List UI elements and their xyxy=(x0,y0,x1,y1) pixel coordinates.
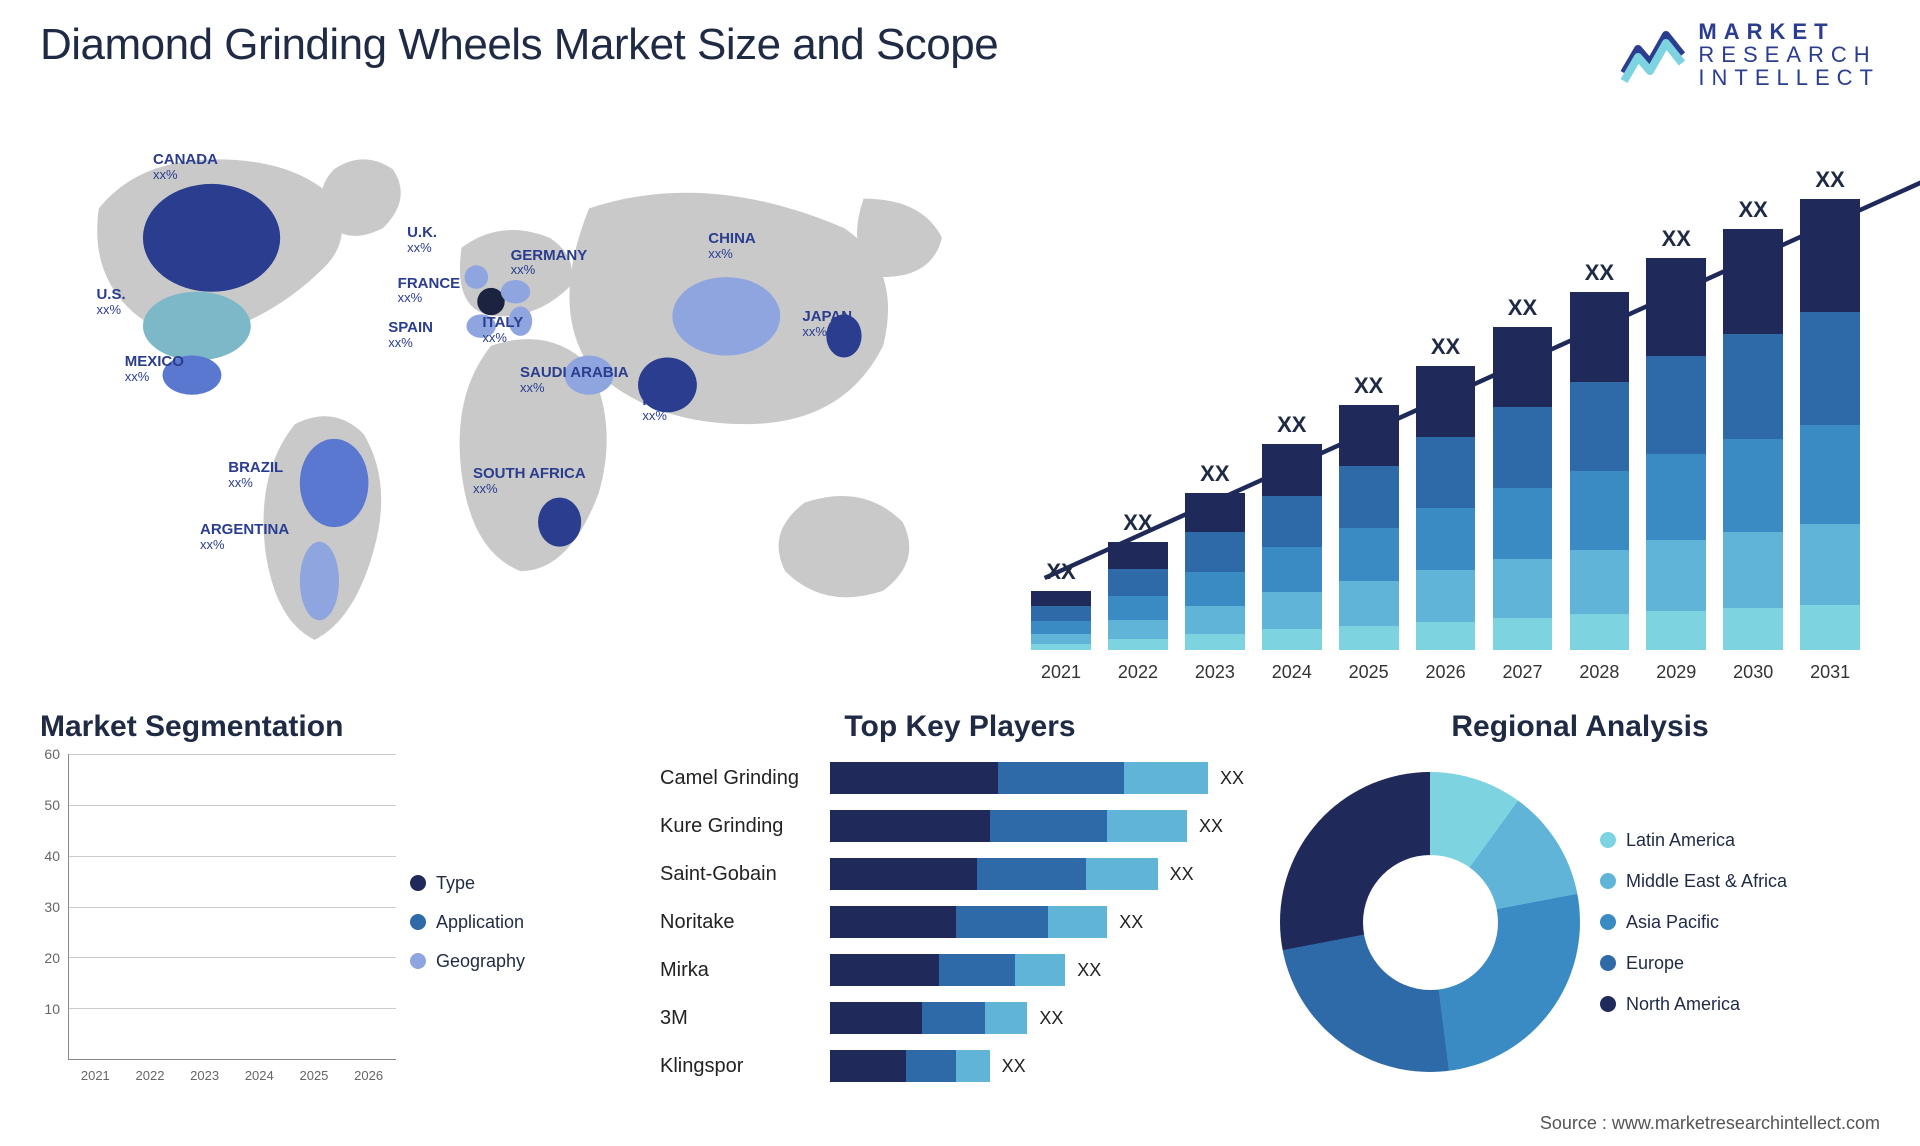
seg-legend-type: Type xyxy=(410,873,640,894)
key-players-labels: Camel Grinding Kure Grinding Saint-Gobain N… xyxy=(660,754,830,1090)
market-size-chart: XXXXXXXXXXXXXXXXXXXXXX 20212022202320242… xyxy=(1011,130,1880,690)
kp-label: Camel Grinding xyxy=(660,767,830,790)
map-label-spain: SPAINxx% xyxy=(388,320,433,349)
key-players-bars: XX XX XX XX XX XX XX xyxy=(830,754,1260,1090)
page-title: Diamond Grinding Wheels Market Size and … xyxy=(40,20,998,70)
market-bar-2028: XX xyxy=(1570,160,1630,650)
kp-bar: XX xyxy=(830,810,1250,842)
region-legend-item: Europe xyxy=(1600,953,1880,974)
region-legend-item: Latin America xyxy=(1600,830,1880,851)
segmentation-title: Market Segmentation xyxy=(40,710,640,744)
market-bar-2026: XX xyxy=(1416,160,1476,650)
map-label-argentina: ARGENTINAxx% xyxy=(200,522,289,551)
key-players-title: Top Key Players xyxy=(660,710,1260,744)
map-label-germany: GERMANYxx% xyxy=(511,248,588,277)
kp-bar: XX xyxy=(830,906,1250,938)
map-label-uk: U.K.xx% xyxy=(407,225,437,254)
seg-legend-application: Application xyxy=(410,912,640,933)
logo-line3: INTELLECT xyxy=(1698,66,1880,89)
world-map-svg xyxy=(40,130,981,679)
map-label-canada: CANADAxx% xyxy=(153,152,218,181)
map-label-france: FRANCExx% xyxy=(398,276,461,305)
row-bottom: Market Segmentation 102030405060 2021202… xyxy=(40,710,1880,1090)
map-label-mexico: MEXICOxx% xyxy=(125,354,184,383)
regional-legend: Latin America Middle East & Africa Asia Pa… xyxy=(1580,830,1880,1015)
map-label-japan: JAPANxx% xyxy=(802,309,852,338)
regional-donut xyxy=(1280,772,1580,1072)
kp-bar: XX xyxy=(830,954,1250,986)
market-bar-2024: XX xyxy=(1262,160,1322,650)
logo-line1: MARKET xyxy=(1698,20,1880,43)
kp-label: Mirka xyxy=(660,959,830,982)
market-bar-2022: XX xyxy=(1108,160,1168,650)
regional-panel: Regional Analysis Latin America Middle Ea… xyxy=(1280,710,1880,1090)
region-legend-item: Asia Pacific xyxy=(1600,912,1880,933)
map-label-italy: ITALYxx% xyxy=(482,315,523,344)
kp-label: Klingspor xyxy=(660,1055,830,1078)
map-label-us: U.S.xx% xyxy=(96,287,125,316)
market-bar-2030: XX xyxy=(1723,160,1783,650)
kp-label: Kure Grinding xyxy=(660,815,830,838)
kp-bar: XX xyxy=(830,1002,1250,1034)
market-bar-2025: XX xyxy=(1339,160,1399,650)
kp-label: Saint-Gobain xyxy=(660,863,830,886)
world-map: CANADAxx% U.S.xx% MEXICOxx% BRAZILxx% ARGENT… xyxy=(40,130,981,690)
market-bar-2027: XX xyxy=(1493,160,1553,650)
market-bar-2031: XX xyxy=(1800,160,1860,650)
kp-bar: XX xyxy=(830,858,1250,890)
market-bar-2023: XX xyxy=(1185,160,1245,650)
logo-icon xyxy=(1620,25,1690,85)
map-label-saudi: SAUDI ARABIAxx% xyxy=(520,365,629,394)
kp-bar: XX xyxy=(830,762,1250,794)
segmentation-legend: Type Application Geography xyxy=(400,754,640,1090)
brand-logo: MARKET RESEARCH INTELLECT xyxy=(1620,20,1880,89)
market-bar-2029: XX xyxy=(1646,160,1706,650)
market-bar-2021: XX xyxy=(1031,160,1091,650)
kp-label: Noritake xyxy=(660,911,830,934)
map-label-china: CHINAxx% xyxy=(708,231,756,260)
key-players-panel: Top Key Players Camel Grinding Kure Grind… xyxy=(660,710,1260,1090)
segmentation-chart: 102030405060 202120222023202420252026 xyxy=(40,754,400,1090)
source-caption: Source : www.marketresearchintellect.com xyxy=(1540,1113,1880,1134)
row-top: CANADAxx% U.S.xx% MEXICOxx% BRAZILxx% ARGENT… xyxy=(40,130,1880,690)
map-label-india: INDIAxx% xyxy=(642,393,683,422)
regional-title: Regional Analysis xyxy=(1280,710,1880,744)
region-legend-item: Middle East & Africa xyxy=(1600,871,1880,892)
kp-bar: XX xyxy=(830,1050,1250,1082)
map-label-safrica: SOUTH AFRICAxx% xyxy=(473,466,586,495)
segmentation-panel: Market Segmentation 102030405060 2021202… xyxy=(40,710,640,1090)
kp-label: 3M xyxy=(660,1007,830,1030)
region-legend-item: North America xyxy=(1600,994,1880,1015)
header: Diamond Grinding Wheels Market Size and … xyxy=(40,20,1880,110)
seg-legend-geography: Geography xyxy=(410,951,640,972)
logo-line2: RESEARCH xyxy=(1698,43,1880,66)
map-label-brazil: BRAZILxx% xyxy=(228,460,283,489)
